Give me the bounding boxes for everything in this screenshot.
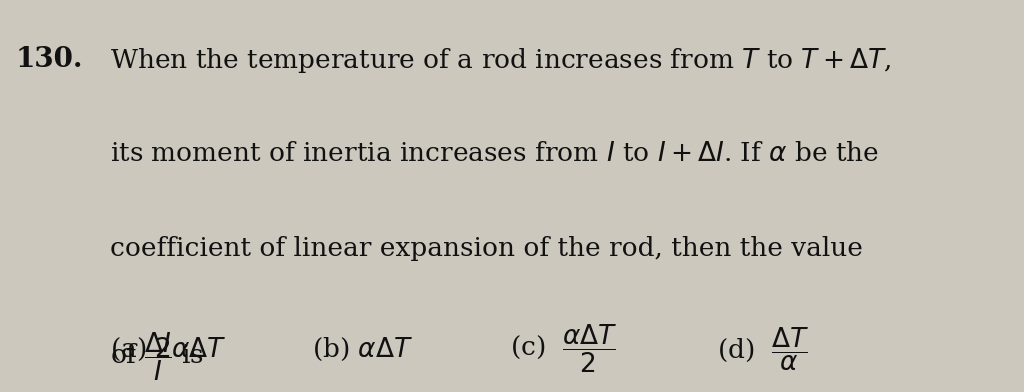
Text: (d)  $\dfrac{\Delta T}{\alpha}$: (d) $\dfrac{\Delta T}{\alpha}$ — [718, 325, 810, 372]
Text: When the temperature of a rod increases from $T$ to $T+\Delta T$,: When the temperature of a rod increases … — [110, 46, 891, 75]
Text: 130.: 130. — [15, 46, 83, 73]
Text: its moment of inertia increases from $I$ to $I+\Delta I$. If $\alpha$ be the: its moment of inertia increases from $I$… — [110, 141, 879, 166]
Text: (a) $2\alpha\Delta T$: (a) $2\alpha\Delta T$ — [110, 335, 226, 363]
Text: coefficient of linear expansion of the rod, then the value: coefficient of linear expansion of the r… — [110, 236, 862, 261]
Text: of $\dfrac{\Delta I}{I}$ is: of $\dfrac{\Delta I}{I}$ is — [110, 330, 204, 383]
Text: (b) $\alpha\Delta T$: (b) $\alpha\Delta T$ — [312, 335, 414, 363]
Text: (c)  $\dfrac{\alpha\Delta T}{2}$: (c) $\dfrac{\alpha\Delta T}{2}$ — [510, 323, 617, 375]
